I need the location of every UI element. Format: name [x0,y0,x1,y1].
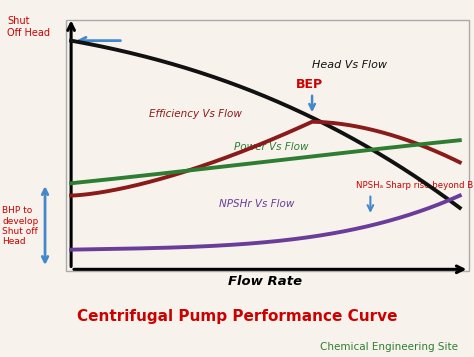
Bar [66,20,469,271]
Text: Power Vs Flow: Power Vs Flow [234,142,309,152]
Text: Head Vs Flow: Head Vs Flow [312,60,387,70]
Text: Flow Rate: Flow Rate [228,275,302,288]
Text: Chemical Engineering Site: Chemical Engineering Site [319,342,458,352]
Text: Shut
Off Head: Shut Off Head [7,16,50,38]
Text: BEP: BEP [296,78,323,91]
Text: NPSHₐ Sharp rise beyond BEP: NPSHₐ Sharp rise beyond BEP [356,181,474,190]
Text: NPSHr Vs Flow: NPSHr Vs Flow [219,198,294,208]
Text: BHP to
develop
Shut off
Head: BHP to develop Shut off Head [2,206,38,246]
Text: Efficiency Vs Flow: Efficiency Vs Flow [149,109,242,119]
Text: Centrifugal Pump Performance Curve: Centrifugal Pump Performance Curve [77,309,397,324]
